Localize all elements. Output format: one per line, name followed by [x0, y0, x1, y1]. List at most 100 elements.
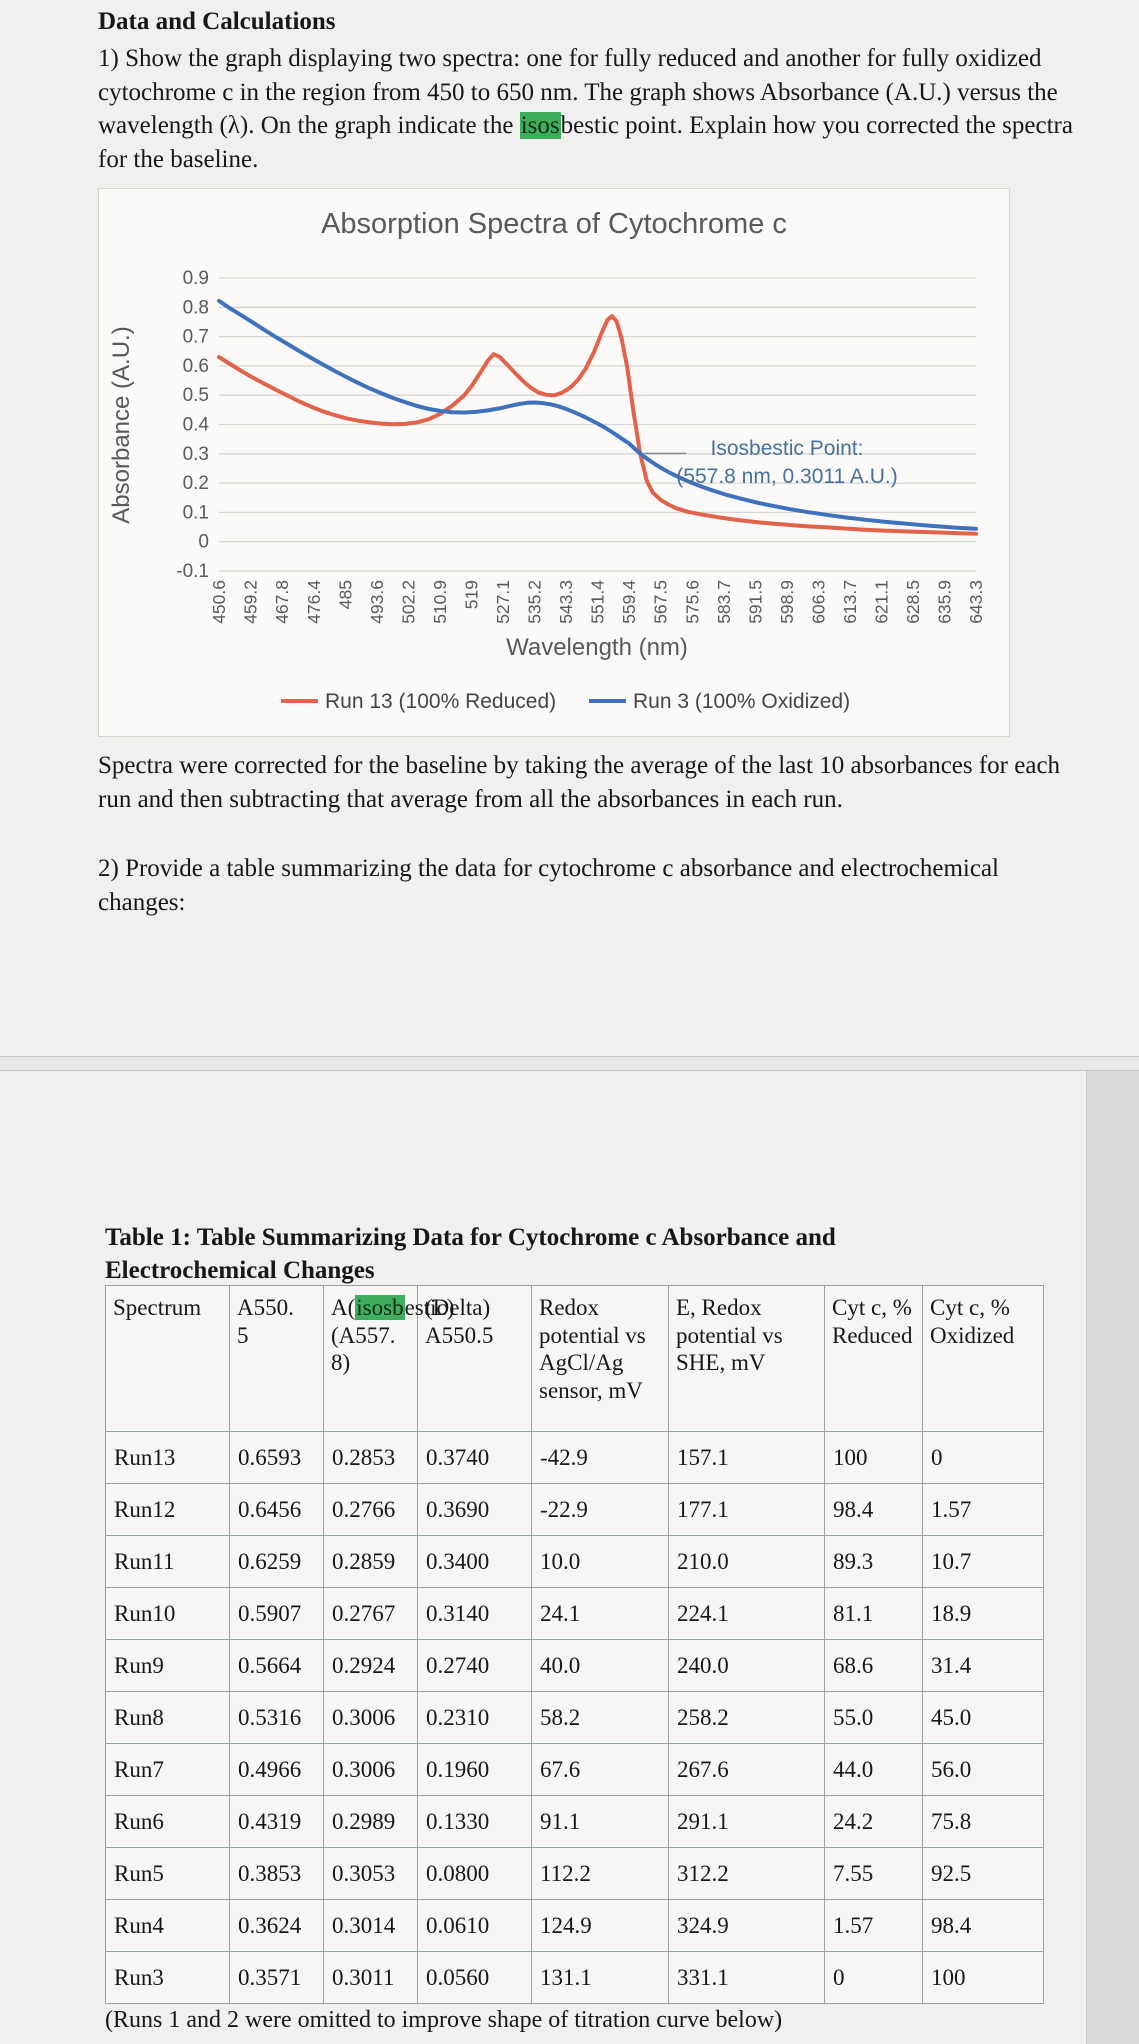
spectrum-cell: Run7 [105, 1743, 230, 1796]
x-tick-label: 598.9 [777, 580, 797, 624]
isosbestic-annotation-line1: Isosbestic Point: [711, 437, 864, 460]
value-cell: 0.3006 [323, 1691, 418, 1744]
table-row: Run9 0.5664 0.2924 0.2740 40.0 240.0 68.6 31.4 [105, 1639, 1044, 1692]
value-cell: 0.4966 [229, 1743, 324, 1796]
value-cell: 0.5907 [229, 1587, 324, 1640]
value-cell: 0.2859 [323, 1535, 418, 1588]
value-cell: 0.3571 [229, 1951, 324, 2004]
value-cell: 91.1 [531, 1795, 669, 1848]
baseline-correction-note: Spectra were corrected for the baseline … [98, 752, 1061, 813]
spectrum-cell: Run10 [105, 1587, 230, 1640]
y-tick-label: 0.3 [183, 444, 209, 465]
spectrum-cell: Run6 [105, 1795, 230, 1848]
value-cell: 98.4 [922, 1899, 1044, 1952]
col-header-cytc-reduced: Cyt c, % Reduced [824, 1285, 923, 1432]
spectrum-cell: Run3 [105, 1951, 230, 2004]
x-tick-label: 613.7 [840, 580, 860, 624]
y-tick-label: 0.7 [183, 327, 209, 348]
col-header-a-isosbestic: A(isosbestic) (A557. 8) [323, 1285, 454, 1432]
value-cell: 291.1 [668, 1795, 825, 1848]
value-cell: 0.1960 [417, 1743, 532, 1796]
value-cell: -22.9 [531, 1483, 669, 1536]
isosbestic-header-green-highlight: isosb [355, 1295, 405, 1320]
value-cell: 0.2924 [323, 1639, 418, 1692]
series-line-reduced [217, 314, 978, 536]
x-tick-label: 621.1 [872, 580, 892, 624]
value-cell: 0.3014 [323, 1899, 418, 1952]
value-cell: 267.6 [668, 1743, 825, 1796]
value-cell: 0.5664 [229, 1639, 324, 1692]
value-cell: 10.0 [531, 1535, 669, 1588]
value-cell: 0.5316 [229, 1691, 324, 1744]
page-break-band [0, 1057, 1139, 1070]
value-cell: 31.4 [922, 1639, 1044, 1692]
value-cell: 0.2989 [323, 1795, 418, 1848]
isosbestic-annotation-line2: (557.8 nm, 0.3011 A.U.) [676, 465, 897, 488]
value-cell: 0.3053 [323, 1847, 418, 1900]
value-cell: 240.0 [668, 1639, 825, 1692]
table-row: Run7 0.4966 0.3006 0.1960 67.6 267.6 44.0 56.0 [105, 1743, 1044, 1796]
value-cell: 81.1 [824, 1587, 923, 1640]
summary-table: Spectrum A550. 5 A(isosbestic) (A557. 8)… [105, 1285, 1044, 2004]
x-tick-label: 527.1 [493, 580, 513, 624]
value-cell: 7.55 [824, 1847, 923, 1900]
y-tick-label: -0.1 [176, 561, 209, 582]
value-cell: 67.6 [531, 1743, 669, 1796]
spectrum-cell: Run9 [105, 1639, 230, 1692]
value-cell: 0.6259 [229, 1535, 324, 1588]
y-tick-label: 0.4 [183, 415, 210, 436]
table-row: Run11 0.6259 0.2859 0.3400 10.0 210.0 89.3 10.7 [105, 1535, 1044, 1588]
spectrum-cell: Run5 [105, 1847, 230, 1900]
value-cell: 89.3 [824, 1535, 923, 1588]
value-cell: 24.2 [824, 1795, 923, 1848]
table-row: Run10 0.5907 0.2767 0.3140 24.1 224.1 81.1 18.9 [105, 1587, 1044, 1640]
y-tick-label: 0.9 [183, 268, 209, 289]
spectrum-cell: Run4 [105, 1899, 230, 1952]
x-tick-label: 493.6 [367, 580, 387, 624]
x-tick-label: 635.9 [935, 580, 955, 624]
value-cell: 98.4 [824, 1483, 923, 1536]
value-cell: 177.1 [668, 1483, 825, 1536]
summary-table-wrap: Spectrum A550. 5 A(isosbestic) (A557. 8)… [105, 1285, 1044, 2004]
isosbestic-header-pre: A( [331, 1295, 356, 1320]
value-cell: 0.1330 [417, 1795, 532, 1848]
value-cell: 0.6593 [229, 1431, 324, 1484]
col-header-redox-potential-she: E, Redox potential vs SHE, mV [668, 1285, 825, 1432]
value-cell: 1.57 [824, 1899, 923, 1952]
x-tick-label: 543.3 [556, 580, 576, 624]
value-cell: 0.3400 [417, 1535, 532, 1588]
x-tick-label: 606.3 [808, 580, 828, 624]
table-row: Run5 0.3853 0.3053 0.0800 112.2 312.2 7.55 92.5 [105, 1847, 1044, 1900]
x-tick-label: 485 [335, 580, 355, 609]
value-cell: 0.2853 [323, 1431, 418, 1484]
x-tick-label: 643.3 [966, 580, 986, 624]
value-cell: 100 [824, 1431, 923, 1484]
page-break-line-top [0, 1056, 1139, 1057]
header-row: Spectrum A550. 5 A(isosbestic) (A557. 8)… [105, 1285, 1044, 1432]
page-edge-strip [1086, 1071, 1139, 2044]
y-tick-label: 0.2 [183, 473, 209, 494]
x-tick-label: 519 [461, 580, 481, 609]
value-cell: 75.8 [922, 1795, 1044, 1848]
x-tick-label: 567.5 [651, 580, 671, 624]
value-cell: 0.3853 [229, 1847, 324, 1900]
y-tick-label: 0.8 [183, 297, 209, 318]
value-cell: 0.3006 [323, 1743, 418, 1796]
y-tick-label: 0 [198, 532, 209, 553]
table-row: Run8 0.5316 0.3006 0.2310 58.2 258.2 55.0 45.0 [105, 1691, 1044, 1744]
x-tick-label: 628.5 [903, 580, 923, 624]
value-cell: 0.0560 [417, 1951, 532, 2004]
table-1-caption: Table 1: Table Summarizing Data for Cyto… [105, 1224, 836, 1284]
q1-text-before: 1) Show the graph displaying two spectra… [98, 45, 1058, 139]
x-tick-label: 551.4 [588, 580, 608, 624]
x-tick-label: 583.7 [714, 580, 734, 624]
value-cell: 1.57 [922, 1483, 1044, 1536]
value-cell: -42.9 [531, 1431, 669, 1484]
value-cell: 24.1 [531, 1587, 669, 1640]
value-cell: 0 [922, 1431, 1044, 1484]
x-tick-label: 575.6 [682, 580, 702, 624]
value-cell: 55.0 [824, 1691, 923, 1744]
value-cell: 0.3690 [417, 1483, 532, 1536]
spectrum-cell: Run13 [105, 1431, 230, 1484]
value-cell: 224.1 [668, 1587, 825, 1640]
